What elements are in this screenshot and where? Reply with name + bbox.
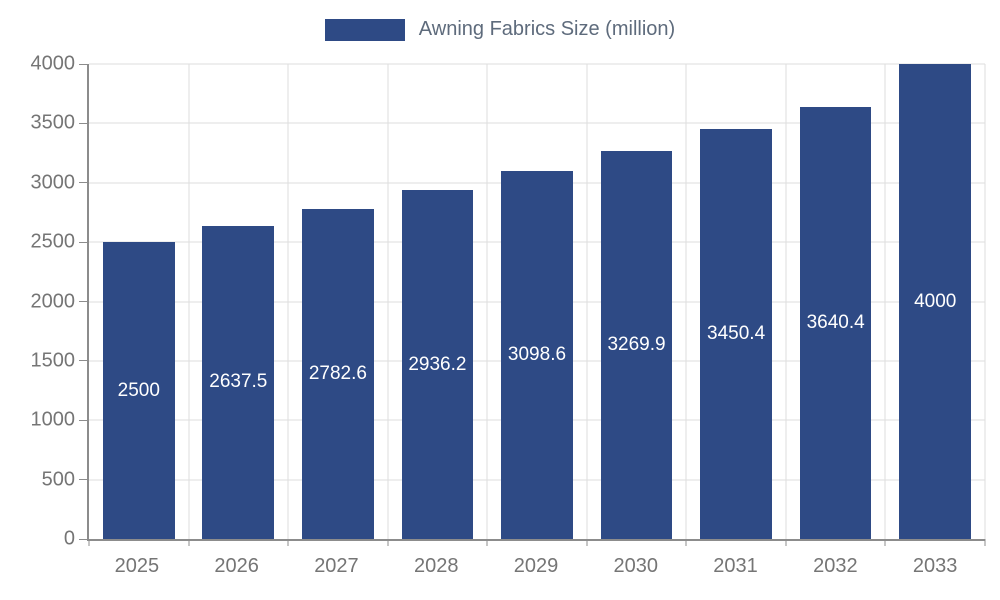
gridline-vertical [984, 64, 986, 539]
y-axis-tick [79, 419, 87, 421]
legend-swatch-icon[interactable] [324, 18, 405, 41]
gridline-vertical [884, 64, 886, 539]
x-axis-tick [586, 539, 588, 546]
y-axis-tick-label: 500 [41, 468, 75, 491]
y-axis-tick-label: 3500 [30, 111, 76, 134]
x-axis-category-label: 2026 [214, 555, 259, 577]
x-axis-tick [88, 539, 90, 546]
bar-2025: 2500 [102, 242, 175, 539]
y-axis-tick [79, 301, 87, 302]
gridline-vertical [586, 64, 588, 539]
y-axis-tick [79, 182, 87, 184]
y-axis-tick-label: 2500 [30, 230, 76, 253]
y-axis-tick-label: 4000 [30, 52, 76, 75]
x-axis-category-label: 2028 [413, 555, 459, 577]
y-axis-tick-label: 0 [63, 527, 75, 550]
gridline-horizontal [89, 122, 985, 124]
bar-value-label: 4000 [914, 290, 957, 312]
bar-2027: 2782.6 [302, 208, 374, 539]
y-axis-tick-label: 3000 [30, 171, 76, 194]
bar-value-label: 3450.4 [707, 323, 766, 345]
bar-2033: 4000 [899, 64, 972, 539]
bar-value-label: 3098.6 [507, 344, 567, 366]
x-axis-tick [884, 539, 886, 546]
plot-area: 0 500 1000 1500 2000 2500 3000 3500 4000 2500 2637… [31, 53, 986, 550]
x-axis-category-label: 2029 [513, 555, 559, 577]
y-axis-tick-label: 2000 [30, 290, 76, 312]
y-axis-tick-label: 1500 [30, 349, 76, 372]
x-axis-category-label: 2031 [713, 555, 758, 577]
x-axis-category-label: 2030 [613, 555, 659, 577]
gridline-vertical [387, 64, 389, 539]
bar-2030: 3269.9 [600, 150, 673, 539]
x-axis-tick [287, 539, 289, 546]
bar-value-label: 3269.9 [607, 333, 666, 355]
x-axis-category-label: 2032 [813, 555, 858, 577]
x-axis-tick [188, 539, 190, 546]
x-axis-category-label: 2027 [314, 555, 359, 577]
bar-2026: 2637.5 [202, 225, 275, 539]
bar-value-label: 2936.2 [408, 353, 467, 375]
bar-2031: 3450.4 [700, 129, 772, 539]
y-axis-tick [79, 538, 87, 540]
x-axis-tick [785, 539, 787, 546]
y-axis-tick [79, 63, 87, 65]
bar-value-label: 2782.6 [308, 362, 367, 384]
y-axis-tick [79, 241, 87, 243]
bar-value-label: 2500 [117, 379, 160, 401]
y-axis-tick-label: 1000 [30, 408, 76, 431]
x-axis-tick [387, 539, 389, 546]
bar-value-label: 2637.5 [209, 371, 268, 393]
y-axis-tick [79, 122, 87, 124]
bar-value-label: 3640.4 [806, 311, 865, 333]
chart-legend[interactable]: Awning Fabrics Size (million) [0, 18, 1000, 41]
x-axis-category-label: 2025 [114, 555, 160, 577]
bar-2028: 2936.2 [401, 190, 474, 539]
gridline-vertical [685, 64, 687, 539]
gridline-vertical [287, 64, 289, 539]
bar-2029: 3098.6 [501, 171, 573, 539]
x-axis-tick [685, 539, 687, 546]
y-axis-tick [79, 360, 87, 362]
x-axis-tick [984, 539, 986, 546]
bar-2032: 3640.4 [799, 106, 872, 539]
gridline-vertical [785, 64, 787, 539]
y-axis-tick [79, 479, 87, 481]
legend-label[interactable]: Awning Fabrics Size (million) [418, 18, 676, 40]
gridline-vertical [486, 64, 488, 539]
x-axis-category-label: 2033 [912, 555, 958, 577]
x-axis-labels: 2025 2026 2027 2028 2029 2030 2031 2032 2033 [87, 541, 985, 581]
gridline-vertical [188, 64, 190, 539]
gridline-horizontal [89, 63, 985, 65]
x-axis-tick [486, 539, 488, 546]
